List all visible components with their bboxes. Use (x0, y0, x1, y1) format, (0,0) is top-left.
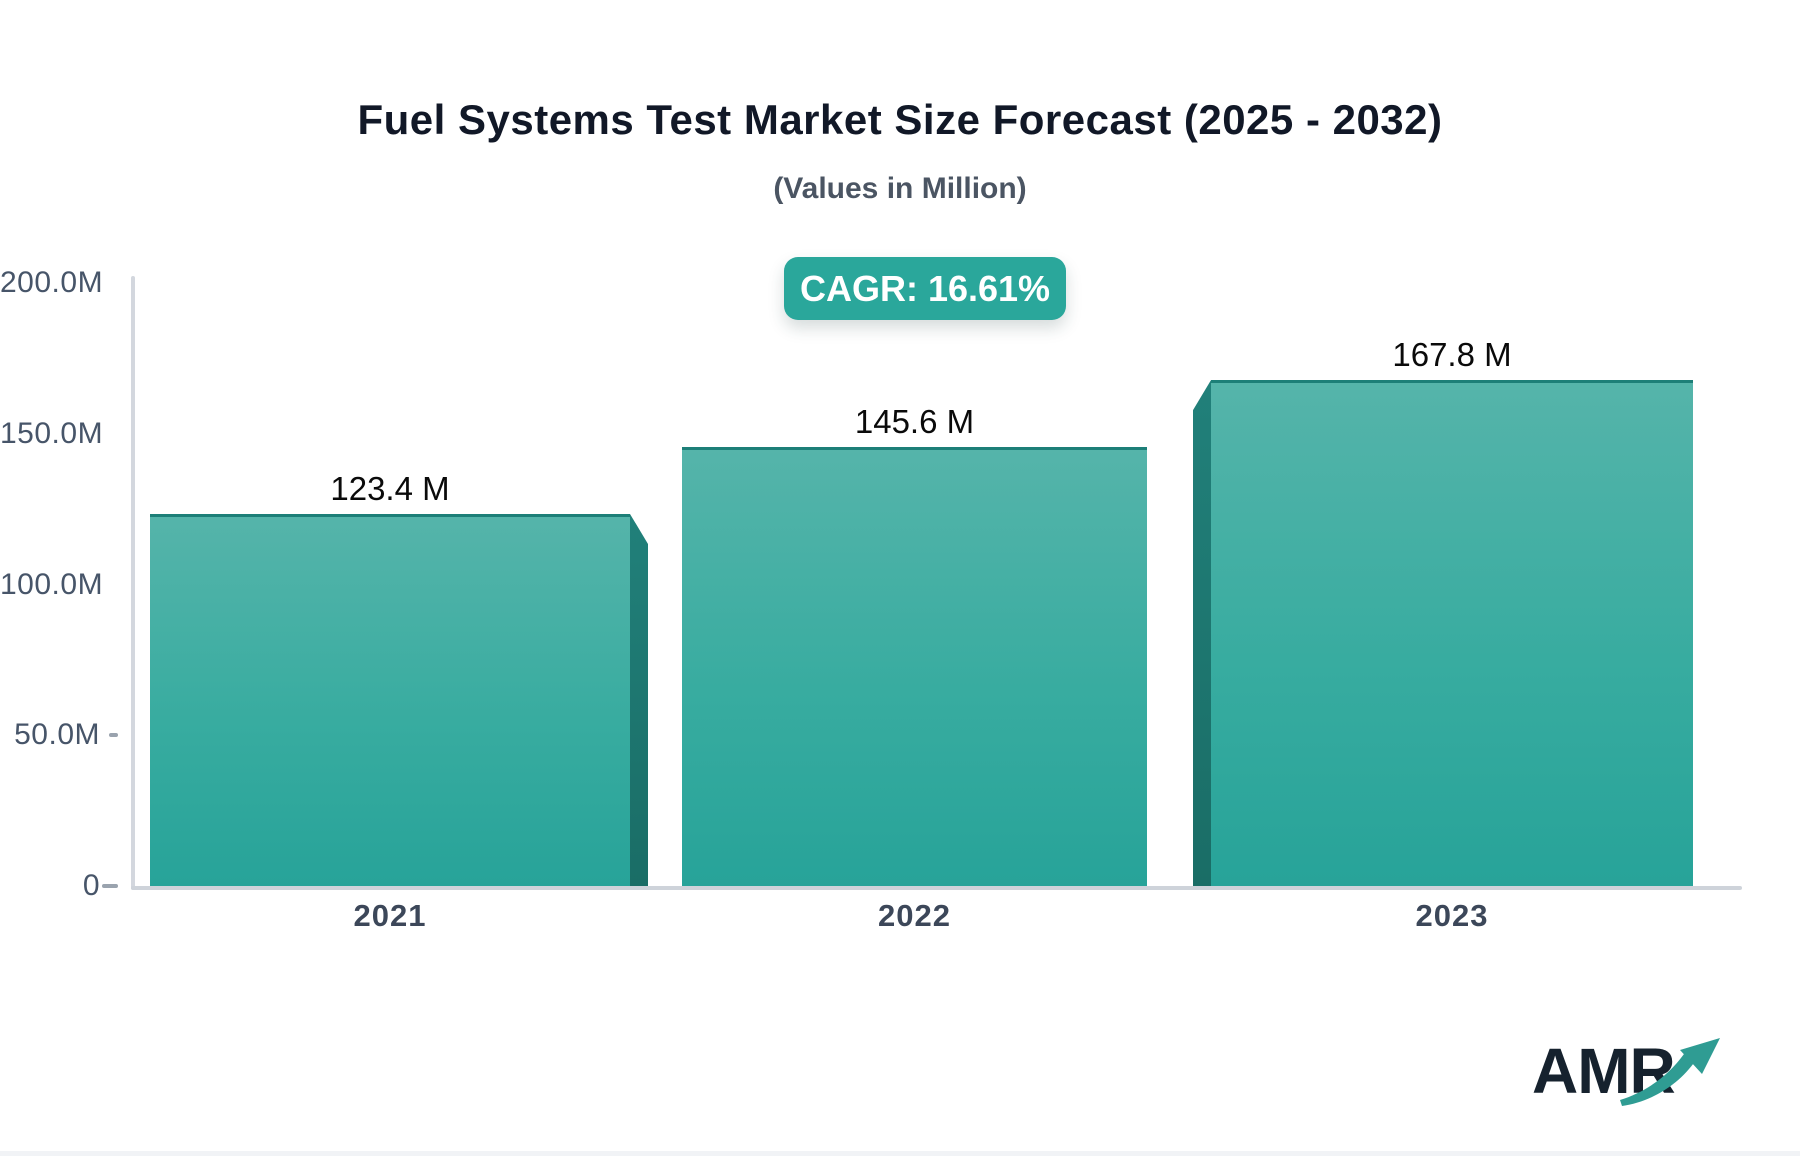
amr-logo: AMR (1532, 1028, 1722, 1118)
bottom-strip (0, 1151, 1800, 1156)
chart-title: Fuel Systems Test Market Size Forecast (… (357, 96, 1443, 143)
y-axis-line (131, 276, 135, 890)
bar-value-label: 167.8 M (1392, 336, 1512, 374)
y-axis-label: 50.0M (14, 718, 100, 752)
bar-face (682, 447, 1147, 886)
bar-2022 (682, 447, 1147, 886)
bar-face (150, 513, 630, 886)
y-axis-tick (102, 884, 118, 888)
bar-2023 (1193, 380, 1693, 886)
bar-value-label: 123.4 M (330, 469, 450, 507)
x-axis-label: 2021 (353, 898, 427, 933)
cagr-badge: CAGR: 16.61% (784, 257, 1066, 320)
y-axis-label: 0 (82, 869, 100, 902)
bar-value-label: 145.6 M (854, 403, 975, 441)
bar-side-3d (1193, 380, 1211, 886)
bar-side-3d (630, 513, 648, 886)
bar-2021 (150, 513, 648, 886)
x-axis-line (131, 886, 1742, 890)
y-axis-tick (109, 733, 118, 738)
x-axis-label: 2022 (878, 898, 951, 933)
chart-subtitle: (Values in Million) (773, 172, 1027, 205)
x-axis-label: 2023 (1415, 898, 1489, 933)
y-axis-label: 100.0M (0, 567, 104, 601)
bar-face (1211, 380, 1693, 886)
y-axis-label: 150.0M (0, 416, 104, 450)
logo-arrow-icon (1620, 1038, 1720, 1106)
y-axis-label: 200.0M (0, 266, 104, 299)
